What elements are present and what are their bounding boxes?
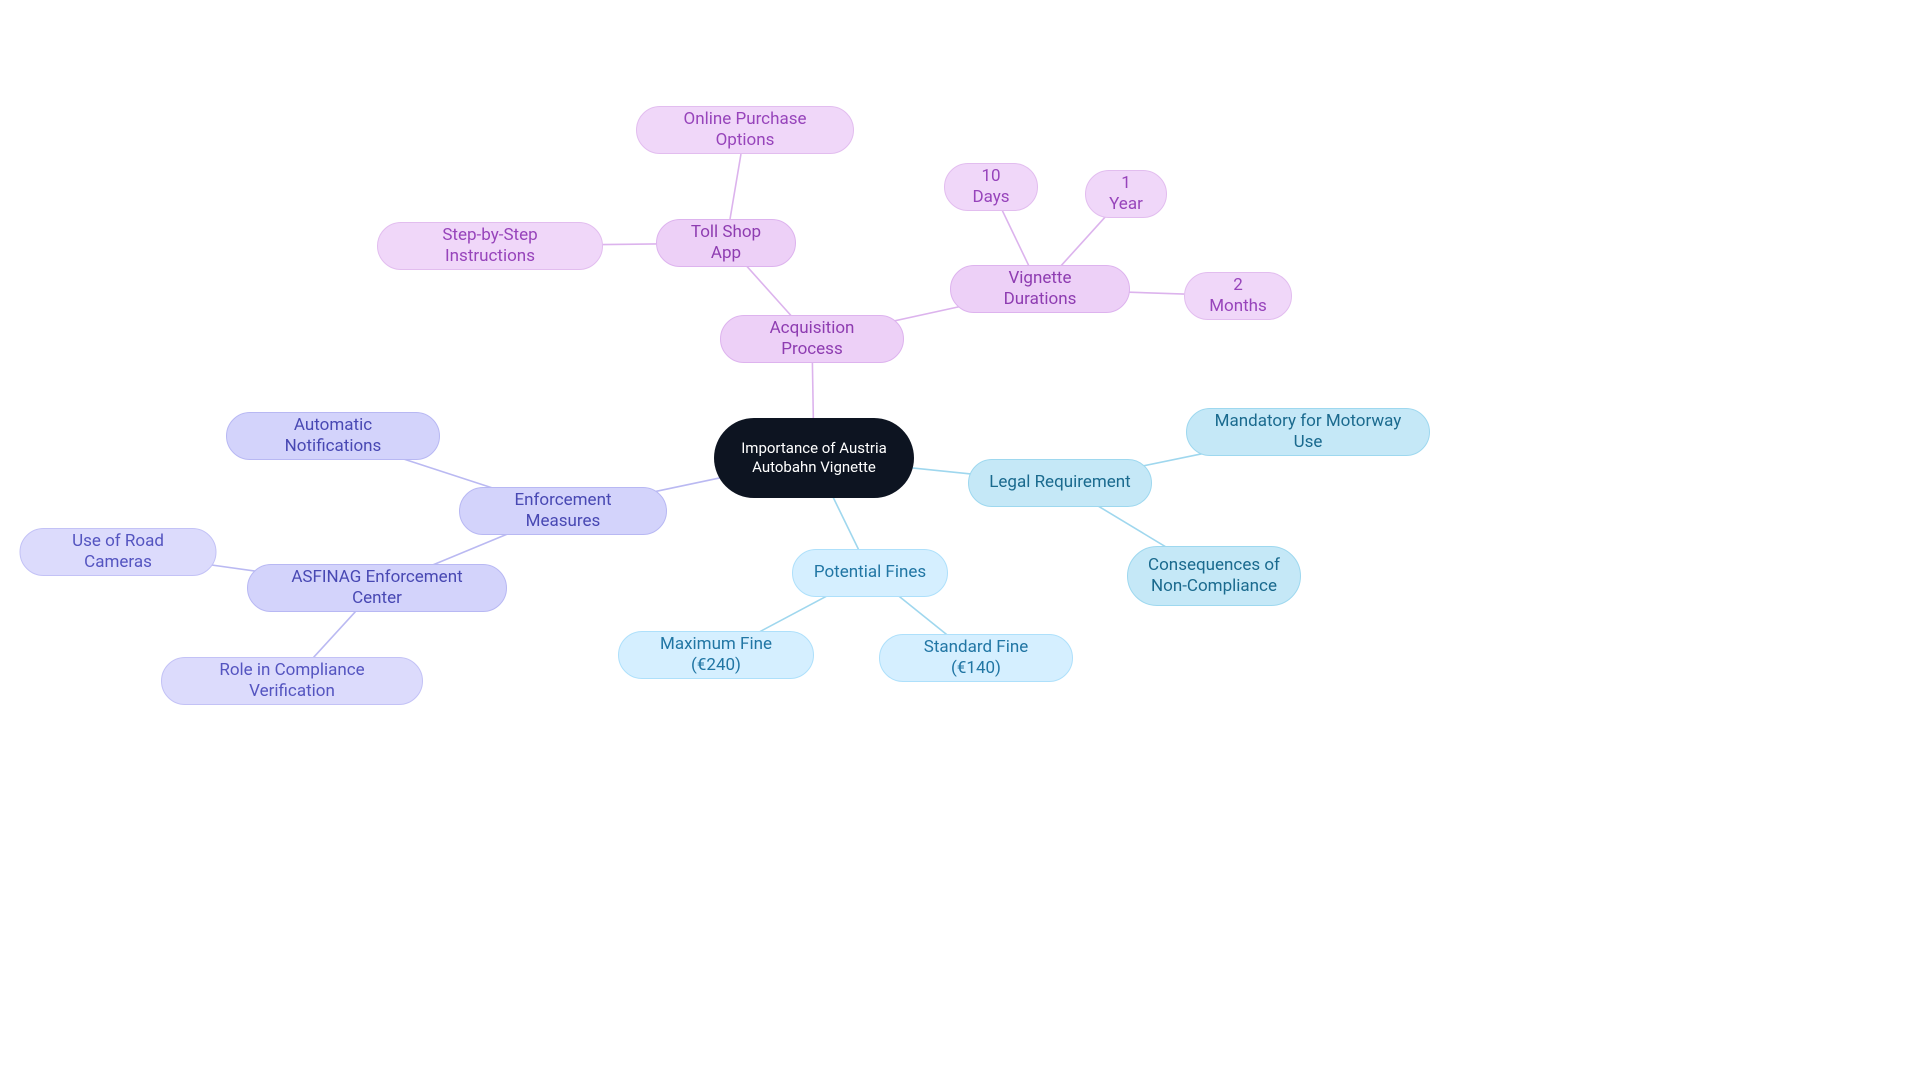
edge-enforce-asfinag bbox=[430, 532, 512, 566]
node-label-1year: 1 Year bbox=[1106, 173, 1146, 216]
node-label-maxfine: Maximum Fine (€240) bbox=[639, 634, 793, 677]
node-stdfine: Standard Fine (€140) bbox=[879, 634, 1073, 682]
node-2months: 2 Months bbox=[1184, 272, 1292, 320]
edge-acquire-tollshop bbox=[747, 266, 792, 316]
node-10days: 10 Days bbox=[944, 163, 1038, 211]
node-acquire: Acquisition Process bbox=[720, 315, 904, 363]
edge-root-legal bbox=[911, 468, 974, 474]
node-label-online: Online Purchase Options bbox=[657, 109, 833, 152]
node-tollshop: Toll Shop App bbox=[656, 219, 796, 267]
edge-durations-1year bbox=[1061, 215, 1107, 265]
node-label-acquire: Acquisition Process bbox=[741, 318, 883, 361]
node-asfinag: ASFINAG Enforcement Center bbox=[247, 564, 507, 612]
edge-fines-stdfine bbox=[898, 595, 947, 635]
node-compliance: Role in Compliance Verification bbox=[161, 657, 423, 705]
node-label-legal: Legal Requirement bbox=[989, 472, 1130, 493]
node-label-autonotif: Automatic Notifications bbox=[247, 415, 419, 458]
edge-tollshop-steps bbox=[603, 244, 656, 245]
node-label-cameras: Use of Road Cameras bbox=[41, 531, 196, 574]
node-root: Importance of Austria Autobahn Vignette bbox=[714, 418, 914, 498]
node-maxfine: Maximum Fine (€240) bbox=[618, 631, 814, 679]
node-label-steps: Step-by-Step Instructions bbox=[398, 225, 582, 268]
node-label-enforce: Enforcement Measures bbox=[480, 490, 646, 533]
edge-legal-conseq bbox=[1096, 505, 1170, 550]
node-enforce: Enforcement Measures bbox=[459, 487, 667, 535]
node-online: Online Purchase Options bbox=[636, 106, 854, 154]
node-label-root: Importance of Austria Autobahn Vignette bbox=[741, 439, 887, 477]
edge-tollshop-online bbox=[730, 154, 741, 219]
node-conseq: Consequences of Non-Compliance bbox=[1127, 546, 1301, 606]
edge-durations-2months bbox=[1129, 292, 1184, 294]
node-label-tollshop: Toll Shop App bbox=[677, 222, 775, 265]
node-label-stdfine: Standard Fine (€140) bbox=[900, 637, 1052, 680]
node-mandatory: Mandatory for Motorway Use bbox=[1186, 408, 1430, 456]
node-label-10days: 10 Days bbox=[965, 166, 1017, 209]
node-label-compliance: Role in Compliance Verification bbox=[182, 660, 402, 703]
node-label-conseq: Consequences of Non-Compliance bbox=[1148, 555, 1280, 598]
edge-fines-maxfine bbox=[757, 594, 831, 633]
node-autonotif: Automatic Notifications bbox=[226, 412, 440, 460]
node-durations: Vignette Durations bbox=[950, 265, 1130, 313]
node-1year: 1 Year bbox=[1085, 170, 1167, 218]
node-fines: Potential Fines bbox=[792, 549, 948, 597]
node-label-2months: 2 Months bbox=[1205, 275, 1271, 318]
edge-root-acquire bbox=[812, 363, 813, 418]
edge-asfinag-compliance bbox=[314, 612, 356, 658]
node-label-mandatory: Mandatory for Motorway Use bbox=[1207, 411, 1409, 454]
node-legal: Legal Requirement bbox=[968, 459, 1152, 507]
node-steps: Step-by-Step Instructions bbox=[377, 222, 603, 270]
edge-layer bbox=[0, 0, 1920, 1083]
node-cameras: Use of Road Cameras bbox=[20, 528, 217, 576]
edge-durations-10days bbox=[1002, 210, 1028, 265]
node-label-fines: Potential Fines bbox=[814, 562, 926, 583]
edge-root-fines bbox=[833, 497, 858, 549]
node-label-durations: Vignette Durations bbox=[971, 268, 1109, 311]
node-label-asfinag: ASFINAG Enforcement Center bbox=[268, 567, 486, 610]
